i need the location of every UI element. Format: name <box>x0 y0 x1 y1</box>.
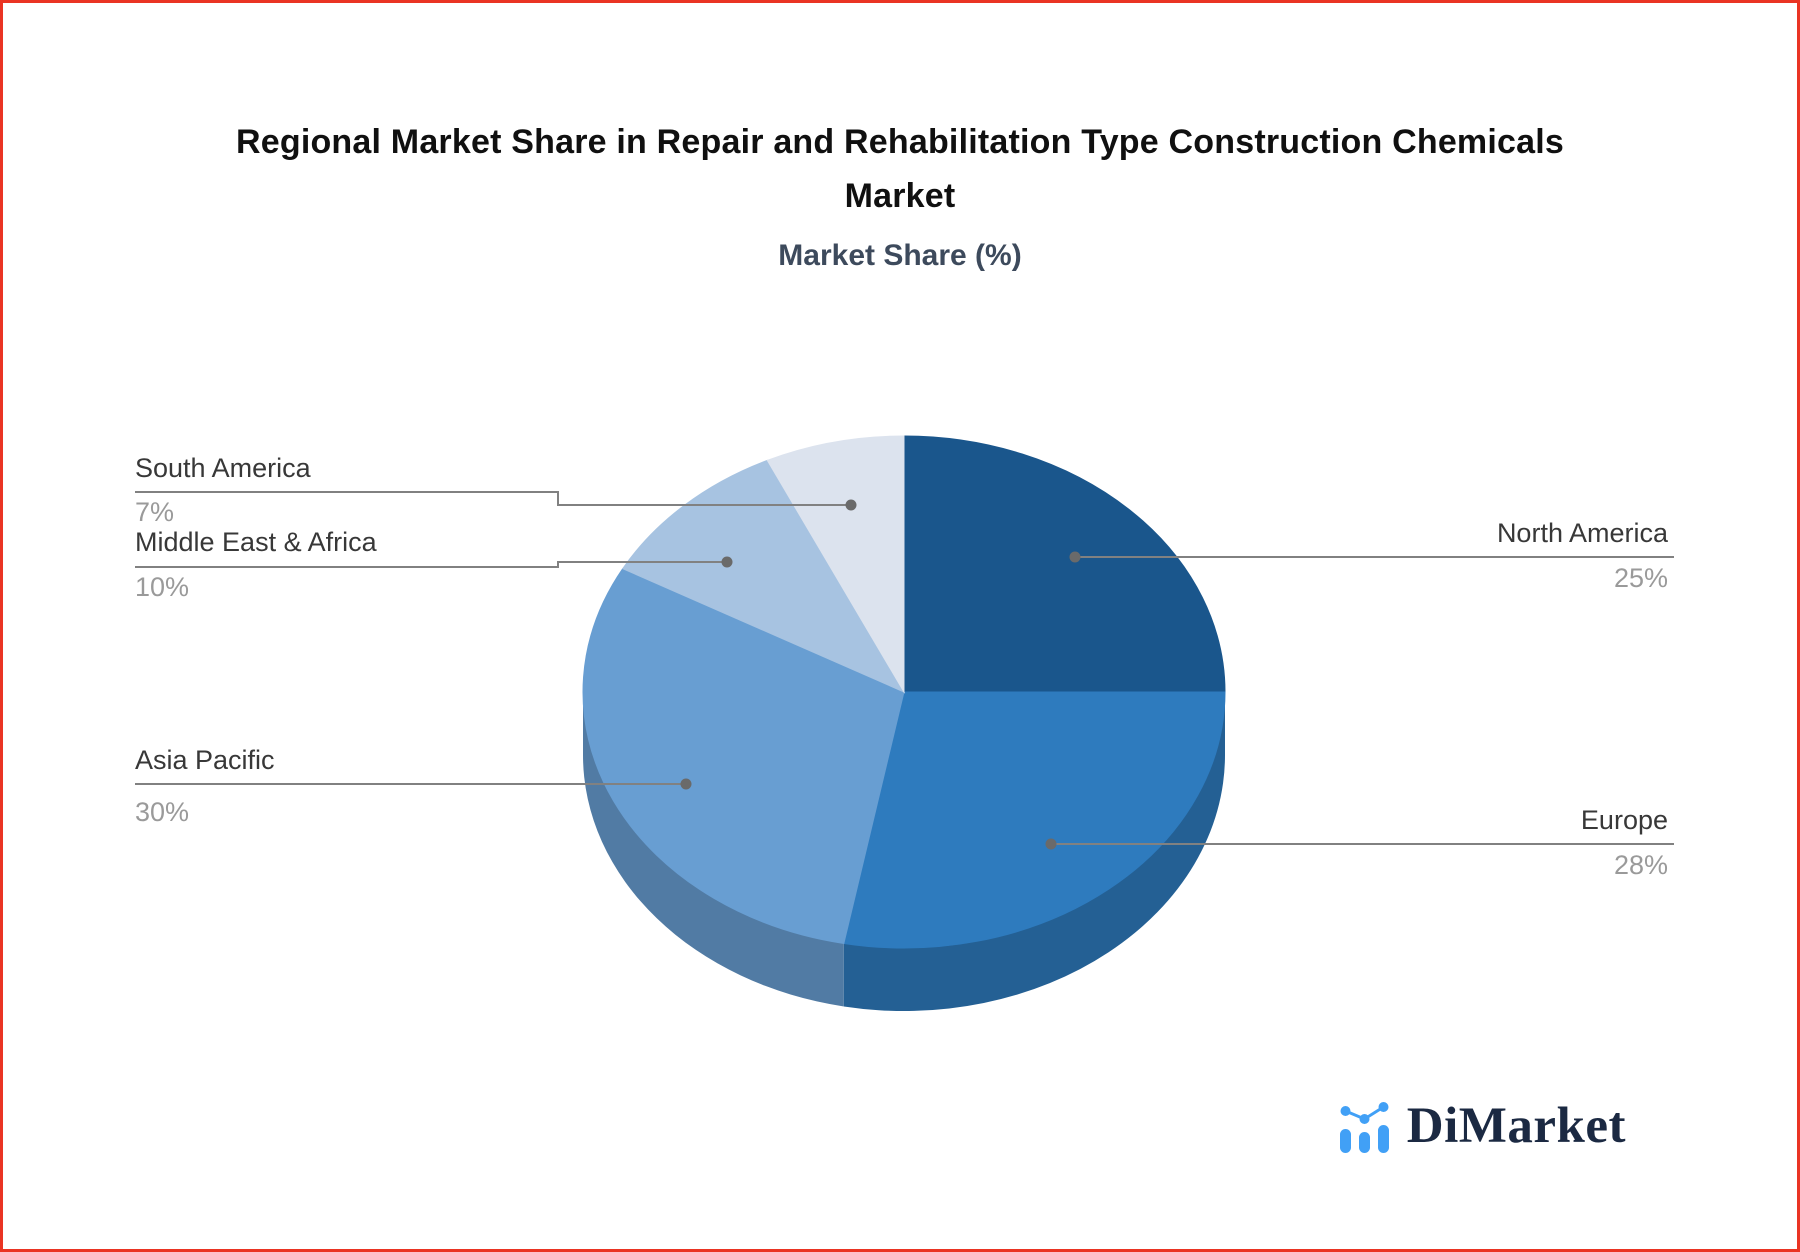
brand-logo: DiMarket <box>1339 1097 1626 1155</box>
leader-dot-asia-pacific <box>680 778 692 790</box>
pie-slice-south-america[interactable] <box>766 435 905 694</box>
leader-lines-group <box>135 491 1674 845</box>
leader-line-middle-east-africa <box>135 561 727 568</box>
title-block: Regional Market Share in Repair and Reha… <box>3 115 1797 273</box>
chart-title-line-1: Regional Market Share in Repair and Reha… <box>235 123 1564 161</box>
pie-slice-north-america[interactable] <box>903 435 1226 693</box>
pie-slice-asia-pacific[interactable] <box>582 568 905 945</box>
label-asia-pacific: Asia Pacific <box>135 745 275 775</box>
label-middle-east-africa: Middle East & Africa <box>135 527 377 557</box>
pct-europe: 28% <box>1613 850 1668 880</box>
pie-slices-group <box>582 435 1226 1011</box>
pie-chart <box>135 435 1674 1011</box>
chart-title-line-2: Market <box>844 177 956 215</box>
brand-logo-text: DiMarket <box>1406 1097 1626 1154</box>
pie-slice-europe[interactable] <box>843 691 1226 949</box>
leader-dot-europe <box>1045 838 1057 850</box>
label-europe: Europe <box>1580 805 1668 835</box>
bar-chart-logo-icon <box>1339 1102 1389 1153</box>
label-north-america: North America <box>1496 518 1668 548</box>
leader-dot-middle-east-africa <box>721 556 733 568</box>
chart-subtitle: Market Share (%) <box>778 239 1022 272</box>
pct-middle-east-africa: 10% <box>135 572 190 602</box>
leader-line-south-america <box>135 491 851 506</box>
pct-north-america: 25% <box>1613 563 1668 593</box>
pct-asia-pacific: 30% <box>135 797 190 827</box>
leader-dots-group <box>680 499 1081 850</box>
pie-slice-side-europe <box>843 692 1225 1011</box>
leader-dot-north-america <box>1069 551 1081 563</box>
label-south-america: South America <box>135 453 311 483</box>
pct-south-america: 7% <box>135 497 175 527</box>
leader-dot-south-america <box>845 499 857 511</box>
